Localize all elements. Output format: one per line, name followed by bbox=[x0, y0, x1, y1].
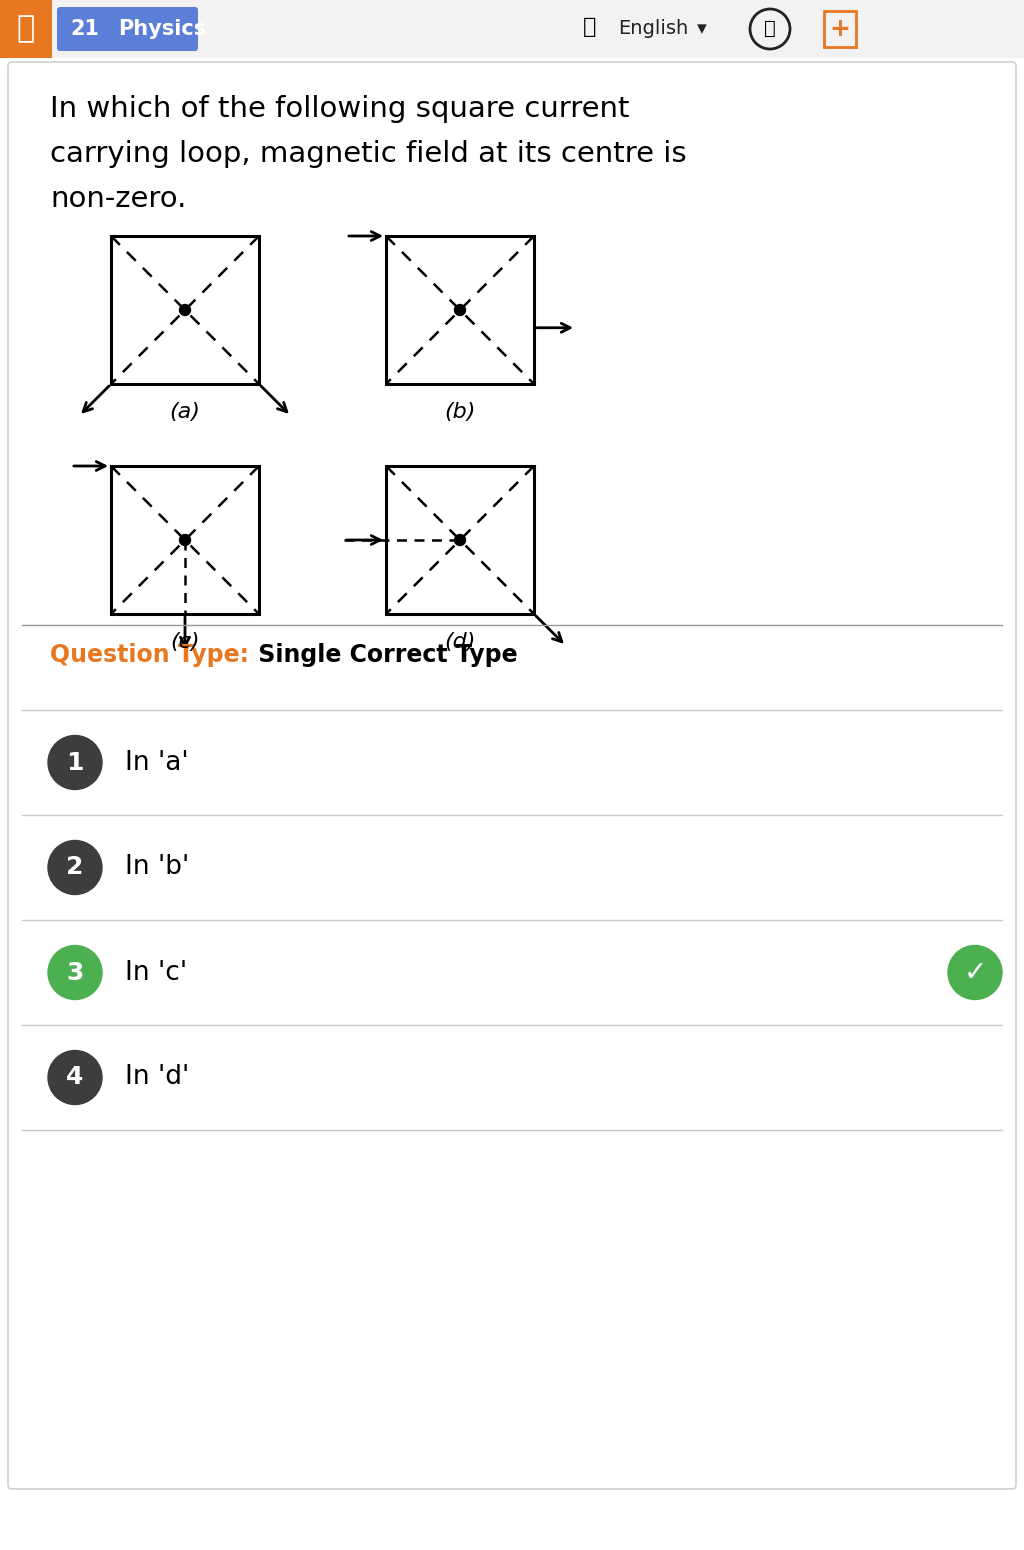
Circle shape bbox=[48, 736, 102, 789]
Text: ✓: ✓ bbox=[964, 958, 987, 986]
Circle shape bbox=[455, 304, 466, 316]
Text: 21: 21 bbox=[71, 19, 99, 39]
Text: In 'a': In 'a' bbox=[125, 750, 188, 775]
Text: carrying loop, magnetic field at its centre is: carrying loop, magnetic field at its cen… bbox=[50, 140, 687, 167]
Circle shape bbox=[948, 946, 1002, 1000]
Text: ⛉: ⛉ bbox=[16, 14, 35, 43]
Bar bbox=[0, 0, 1024, 57]
Circle shape bbox=[48, 946, 102, 1000]
FancyBboxPatch shape bbox=[57, 8, 198, 51]
Circle shape bbox=[48, 1051, 102, 1105]
Text: In which of the following square current: In which of the following square current bbox=[50, 95, 630, 122]
Text: Physics: Physics bbox=[118, 19, 206, 39]
Text: 4: 4 bbox=[67, 1065, 84, 1090]
Bar bbox=[0, 0, 52, 57]
Text: (a): (a) bbox=[170, 401, 201, 422]
Text: Single Correct Type: Single Correct Type bbox=[250, 643, 517, 666]
Text: ▾: ▾ bbox=[697, 20, 707, 39]
Text: +: + bbox=[829, 17, 851, 40]
Text: In 'd': In 'd' bbox=[125, 1065, 189, 1091]
Text: non-zero.: non-zero. bbox=[50, 184, 186, 212]
Text: In 'b': In 'b' bbox=[125, 854, 189, 880]
Text: (c): (c) bbox=[170, 632, 200, 653]
Text: English: English bbox=[618, 20, 688, 39]
Bar bbox=[111, 236, 259, 384]
Text: 2: 2 bbox=[67, 856, 84, 879]
Text: 3: 3 bbox=[67, 961, 84, 984]
Bar bbox=[111, 467, 259, 614]
Text: (d): (d) bbox=[444, 632, 476, 653]
Text: 🌐: 🌐 bbox=[584, 17, 597, 37]
Bar bbox=[386, 236, 534, 384]
Bar bbox=[386, 467, 534, 614]
Circle shape bbox=[48, 840, 102, 894]
Circle shape bbox=[179, 304, 190, 316]
Text: 🔍: 🔍 bbox=[764, 19, 776, 37]
Circle shape bbox=[455, 535, 466, 546]
Text: In 'c': In 'c' bbox=[125, 959, 187, 986]
Circle shape bbox=[179, 535, 190, 546]
Text: (b): (b) bbox=[444, 401, 476, 422]
Text: 1: 1 bbox=[67, 750, 84, 775]
FancyBboxPatch shape bbox=[8, 62, 1016, 1490]
Text: Question Type:: Question Type: bbox=[50, 643, 249, 666]
